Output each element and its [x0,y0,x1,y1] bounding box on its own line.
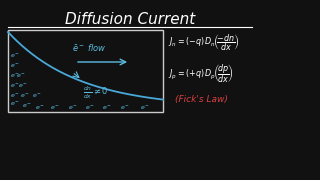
Text: $e^-$: $e^-$ [50,104,60,112]
Text: $e^-$: $e^-$ [10,52,20,60]
Text: $e^-$: $e^-$ [68,104,78,112]
Text: $e^-$: $e^-$ [120,104,130,112]
Text: $e^-$: $e^-$ [10,92,20,100]
Text: $e^-$: $e^-$ [102,104,112,112]
Text: $e^-$: $e^-$ [20,92,30,100]
Text: $J_n = (-q)\,D_n\!\left(\!\dfrac{-dn}{dx}\!\right)$: $J_n = (-q)\,D_n\!\left(\!\dfrac{-dn}{dx… [168,32,239,53]
Text: $e^-$: $e^-$ [10,100,20,108]
Text: $e^-$: $e^-$ [10,82,20,90]
Text: $e^-$: $e^-$ [35,104,45,112]
Text: $e^-$: $e^-$ [10,72,20,80]
Bar [8,30,163,112]
Text: (Fick's Law): (Fick's Law) [175,95,228,104]
Text: $e^-$: $e^-$ [22,102,32,110]
Text: $e^-$: $e^-$ [85,104,95,112]
Text: Diffusion Current: Diffusion Current [65,12,195,27]
Text: $\frac{dn}{dx}\neq 0$: $\frac{dn}{dx}\neq 0$ [83,85,108,101]
Text: $\bar{e}^-$ flow: $\bar{e}^-$ flow [72,42,107,53]
Text: $J_p = (+q)\,D_p\!\left(\!\dfrac{dp}{dx}\!\right)$: $J_p = (+q)\,D_p\!\left(\!\dfrac{dp}{dx}… [168,62,233,85]
Text: $e^-$: $e^-$ [140,104,150,112]
Text: $e^-$: $e^-$ [16,72,26,80]
Text: $e^-$: $e^-$ [10,62,20,70]
Text: $e^-$: $e^-$ [18,82,28,90]
Text: $e^-$: $e^-$ [32,92,42,100]
